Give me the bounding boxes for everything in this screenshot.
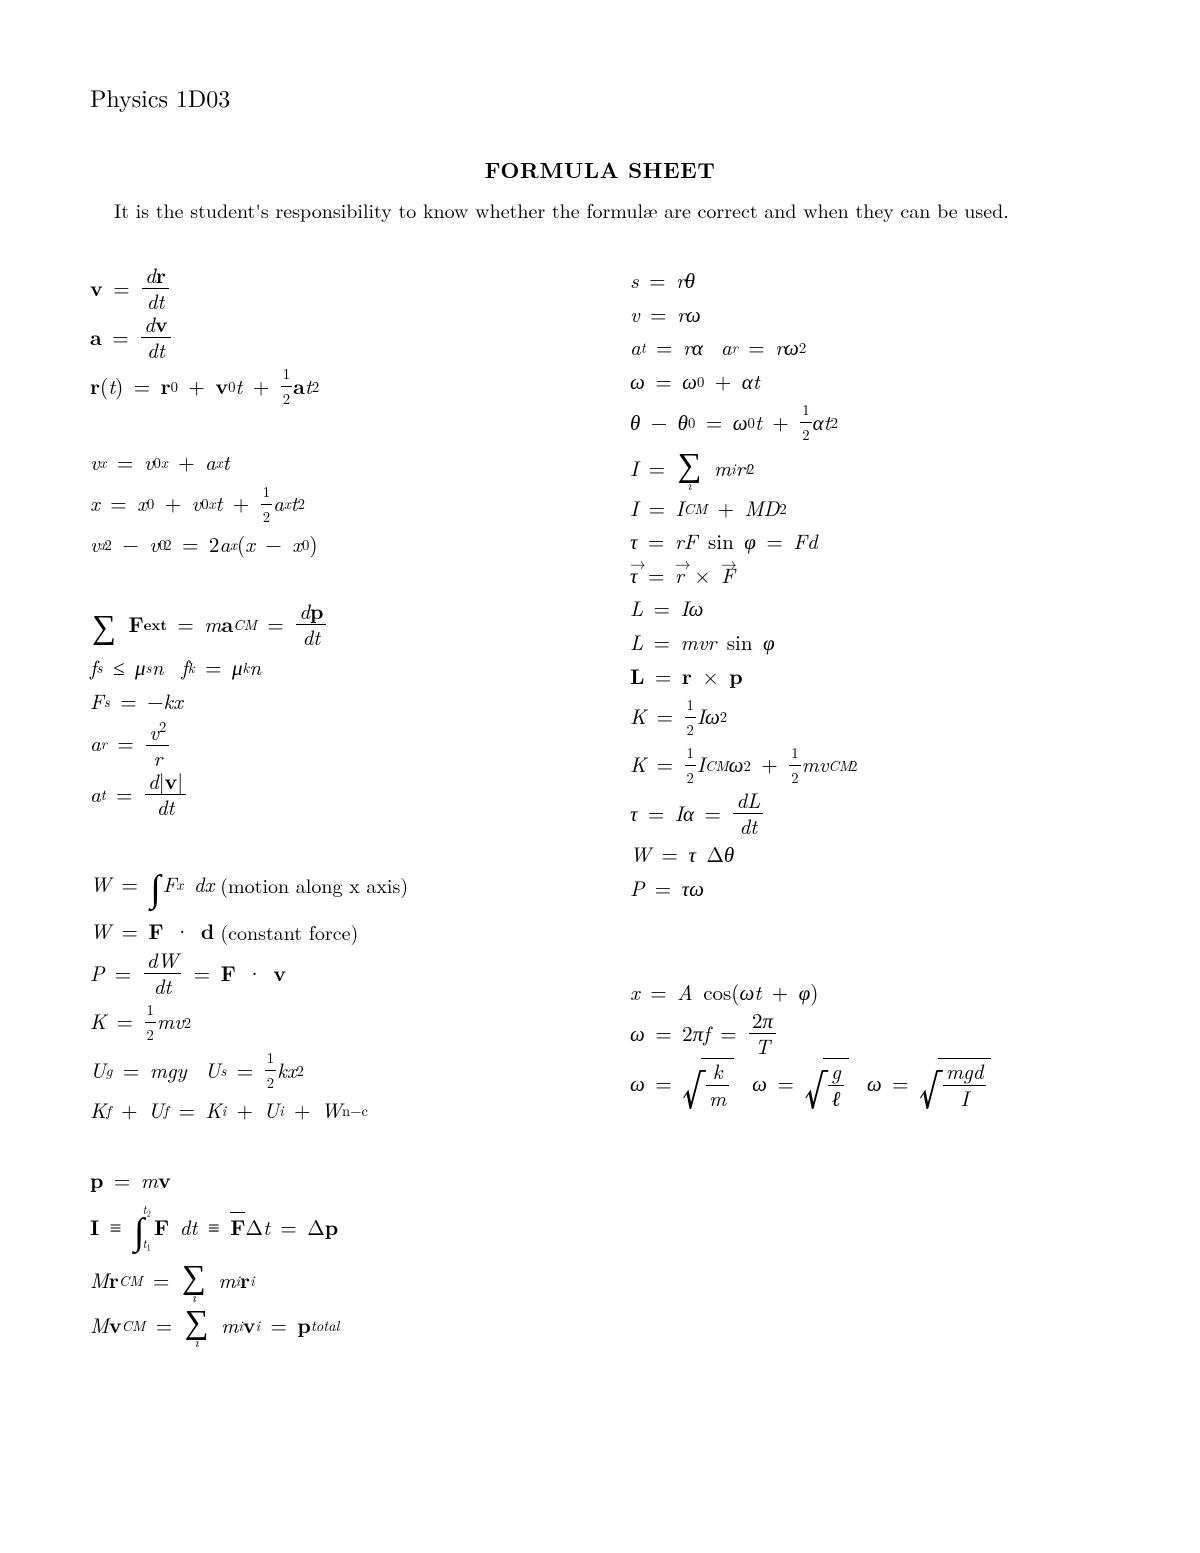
eq-x: x = x0 + v0xt + 12axt2 [90,480,570,528]
eq-impulse: I ≡ ∫t2t1F dt ≡ FΔt = Δp [90,1198,570,1258]
eq-friction: fs ≤ μsnfk = μkn [90,651,570,685]
course-code: Physics 1D03 [90,80,1110,114]
eq-power: P = dWdt = F · v [90,949,570,998]
eq-at: at = d|v|dt [90,770,570,819]
eq-L-mvr: L = mvr sin φ [630,626,1110,660]
eq-P-rot: P = τω [630,872,1110,906]
eq-W-rot: W = τ Δθ [630,838,1110,872]
eq-s-rtheta: s = rθ [630,264,1110,298]
eq-L-rxp: L = r × p [630,660,1110,694]
eq-shm-x: x = A cos(ωt + φ) [630,976,1110,1010]
eq-ar: ar = v2r [90,719,570,770]
block-momentum: p = mv I ≡ ∫t2t1F dt ≡ FΔt = Δp MrCM = ∑… [90,1164,570,1349]
eq-I-sum: I = ∑i miri2 [630,446,1110,491]
eq-vx: vx = v0x + axt [90,446,570,480]
note-const-force: (constant force) [220,916,358,948]
eq-work-dot: W = F · d(constant force) [90,915,570,949]
note-motion-x: (motion along x axis) [220,869,408,901]
eq-rcm: MrCM = ∑i miri [90,1258,570,1303]
eq-shm-omega-f: ω = 2πf = 2πT [630,1009,1110,1058]
eq-a-dvdt: a = dvdt [90,313,570,362]
page-title: FORMULA SHEET [90,154,1110,185]
eq-theta-t: θ − θ0 = ω0t + 12αt2 [630,398,1110,446]
eq-omega-t: ω = ω0 + αt [630,365,1110,399]
eq-energy-cons: Kf + Uf = Ki + Ui + Wn−c [90,1094,570,1128]
eq-work-int: W = ∫Fx dx(motion along x axis) [90,855,570,915]
eq-kinetic: K = 12mv2 [90,998,570,1046]
eq-vcm: MvCM = ∑i mivi = ptotal [90,1303,570,1348]
eq-K-total: K = 12ICMω2 + 12mvCM2 [630,741,1110,789]
eq-at-ar-rot: at = rαar = rω2 [630,331,1110,365]
eq-torque-vector: τ = r × F [630,559,1110,593]
eq-vsq: vx2 − v02 = 2ax(x − x0) [90,528,570,562]
eq-r-of-t: r(t) = r0 + v0t + 12at2 [90,362,570,410]
eq-v-rw: v = rω [630,298,1110,332]
block-rotational: s = rθ v = rω at = rαar = rω2 ω = ω0 + α… [630,264,1110,906]
page-subtitle: It is the student's responsibility to kn… [90,195,1110,224]
eq-p-mv: p = mv [90,1164,570,1198]
eq-K-rot: K = 12Iω2 [630,693,1110,741]
formula-columns: v = drdt a = dvdt r(t) = r0 + v0t + 12at… [90,264,1110,1384]
block-kinematics-scalar: vx = v0x + axt x = x0 + v0xt + 12axt2 vx… [90,446,570,561]
eq-v-drdt: v = drdt [90,264,570,313]
right-column: s = rθ v = rω at = rαar = rω2 ω = ω0 + α… [630,264,1110,1384]
eq-L-Iw: L = Iω [630,592,1110,626]
block-work-energy: W = ∫Fx dx(motion along x axis) W = F · … [90,855,570,1128]
page: Physics 1D03 FORMULA SHEET It is the stu… [0,0,1200,1553]
eq-spring: Fs = −kx [90,685,570,719]
block-shm: x = A cos(ωt + φ) ω = 2πf = 2πT ω = √km … [630,976,1110,1110]
left-column: v = drdt a = dvdt r(t) = r0 + v0t + 12at… [90,264,570,1384]
eq-newton2: ∑ Fext = maCM = dpdt [90,598,570,652]
block-forces: ∑ Fext = maCM = dpdt fs ≤ μsnfk = μkn Fs… [90,598,570,819]
block-kinematics-vectors: v = drdt a = dvdt r(t) = r0 + v0t + 12at… [90,264,570,410]
eq-shm-omegas: ω = √km ω = √gℓ ω = √mgdI [630,1058,1110,1109]
eq-parallel-axis: I = ICM + MD2 [630,492,1110,526]
eq-potential: Ug = mgyUs = 12kx2 [90,1046,570,1094]
eq-torque-scalar: τ = rF sin φ = Fd [630,525,1110,559]
eq-tau-Ialpha: τ = Iα = dLdt [630,789,1110,838]
